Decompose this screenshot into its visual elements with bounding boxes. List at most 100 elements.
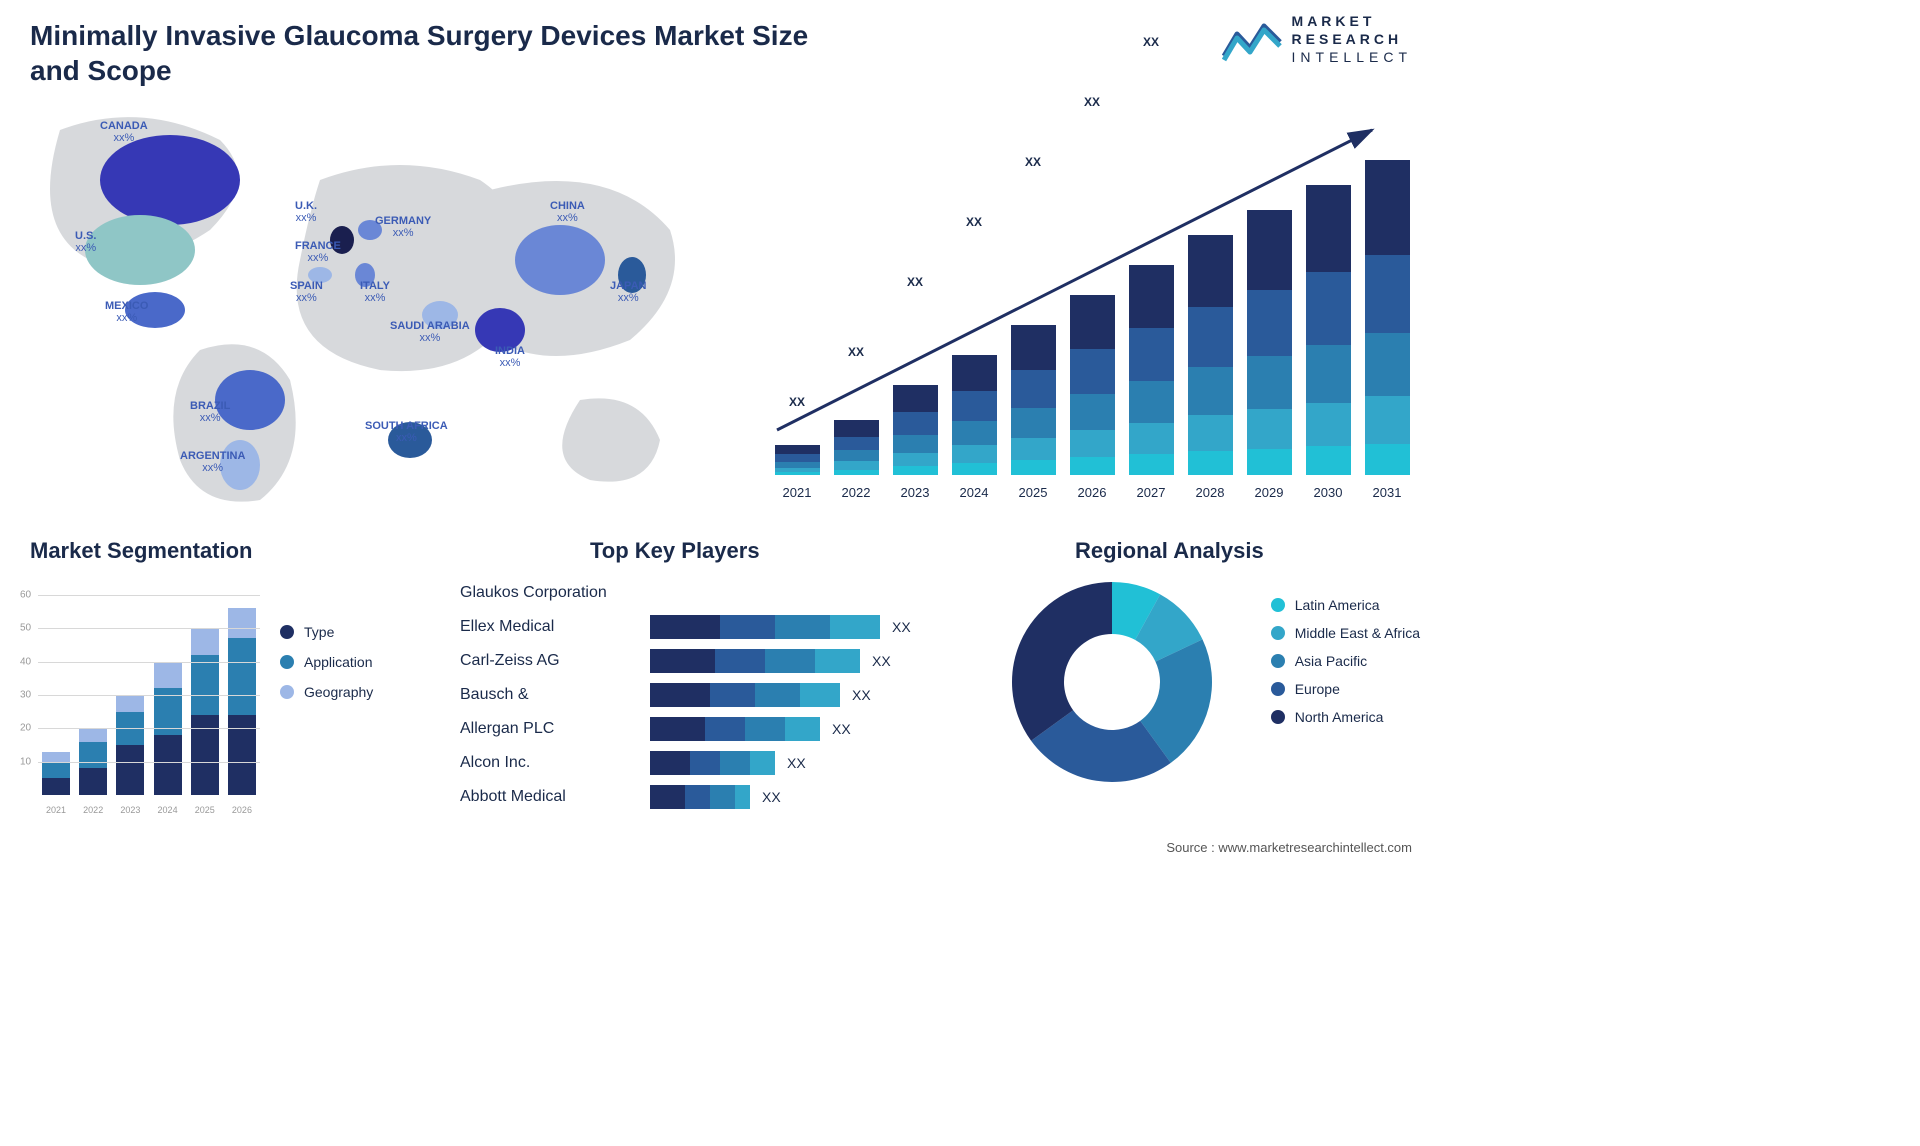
brand-logo: MARKET RESEARCH INTELLECT <box>1222 12 1412 67</box>
logo-icon <box>1222 16 1282 62</box>
player-row: Allergan PLCXX <box>460 713 960 745</box>
x-axis-year: 2024 <box>949 485 999 500</box>
bar-column: XX <box>890 385 940 475</box>
player-bar <box>650 615 880 639</box>
map-label: FRANCExx% <box>295 240 341 264</box>
player-name: Carl-Zeiss AG <box>460 652 650 670</box>
map-label: GERMANYxx% <box>375 215 431 239</box>
player-row: Ellex Medical XX <box>460 611 960 643</box>
regional-donut-chart <box>1002 572 1222 792</box>
legend-item: Type <box>280 624 373 640</box>
segmentation-heading: Market Segmentation <box>30 538 253 564</box>
seg-x-label: 2024 <box>154 805 182 815</box>
player-value: XX <box>832 721 851 737</box>
player-row: Bausch & XX <box>460 679 960 711</box>
player-bar <box>650 649 860 673</box>
segmentation-legend: TypeApplicationGeography <box>280 610 373 714</box>
map-label: BRAZILxx% <box>190 400 230 424</box>
y-axis-tick: 10 <box>20 756 31 767</box>
player-row: Glaukos Corporation <box>460 577 960 609</box>
player-bar <box>650 751 775 775</box>
x-axis-year: 2023 <box>890 485 940 500</box>
page-title: Minimally Invasive Glaucoma Surgery Devi… <box>30 18 830 88</box>
map-label: INDIAxx% <box>495 345 525 369</box>
map-label: ITALYxx% <box>360 280 390 304</box>
bar-value-label: XX <box>907 275 923 289</box>
player-name: Glaukos Corporation <box>460 584 650 602</box>
logo-line3: INTELLECT <box>1292 48 1412 66</box>
logo-line1: MARKET <box>1292 12 1412 30</box>
x-axis-year: 2029 <box>1244 485 1294 500</box>
player-value: XX <box>892 619 911 635</box>
seg-bar <box>228 608 256 795</box>
region-legend-item: North America <box>1271 709 1420 725</box>
seg-x-label: 2022 <box>79 805 107 815</box>
region-legend-item: Asia Pacific <box>1271 653 1420 669</box>
bar-column: XX <box>949 355 999 475</box>
x-axis-year: 2022 <box>831 485 881 500</box>
player-value: XX <box>787 755 806 771</box>
player-bar <box>650 785 750 809</box>
y-axis-tick: 60 <box>20 590 31 601</box>
players-heading: Top Key Players <box>590 538 760 564</box>
player-name: Alcon Inc. <box>460 754 650 772</box>
bar-value-label: XX <box>966 215 982 229</box>
bar-column: XX <box>1303 185 1353 475</box>
seg-x-label: 2025 <box>191 805 219 815</box>
forecast-bar-chart: XXXXXXXXXXXXXXXXXXXXXX 20212022202320242… <box>772 110 1412 500</box>
player-value: XX <box>852 687 871 703</box>
regional-legend: Latin America Middle East & Africa Asia Pa… <box>1271 585 1420 737</box>
seg-x-label: 2023 <box>116 805 144 815</box>
player-value: XX <box>872 653 891 669</box>
bar-column: XX <box>1067 295 1117 475</box>
player-row: Carl-Zeiss AG XX <box>460 645 960 677</box>
bar-column: XX <box>1244 210 1294 475</box>
logo-line2: RESEARCH <box>1292 30 1412 48</box>
region-legend-item: Europe <box>1271 681 1420 697</box>
map-label: U.S.xx% <box>75 230 96 254</box>
segmentation-bar-chart: 202120222023202420252026 102030405060 <box>20 575 260 815</box>
map-label: CANADAxx% <box>100 120 148 144</box>
player-name: Abbott Medical <box>460 788 650 806</box>
map-label: U.K.xx% <box>295 200 317 224</box>
player-name: Ellex Medical <box>460 618 650 636</box>
map-label: SPAINxx% <box>290 280 323 304</box>
player-name: Bausch & <box>460 686 650 704</box>
map-label: CHINAxx% <box>550 200 585 224</box>
y-axis-tick: 20 <box>20 723 31 734</box>
bar-column: XX <box>831 420 881 475</box>
legend-item: Application <box>280 654 373 670</box>
player-value: XX <box>762 789 781 805</box>
bar-column: XX <box>1362 160 1412 475</box>
bar-value-label: XX <box>1025 155 1041 169</box>
region-legend-item: Latin America <box>1271 597 1420 613</box>
seg-x-label: 2021 <box>42 805 70 815</box>
x-axis-year: 2027 <box>1126 485 1176 500</box>
region-legend-item: Middle East & Africa <box>1271 625 1420 641</box>
bar-value-label: XX <box>848 345 864 359</box>
bar-column: XX <box>1126 265 1176 475</box>
seg-x-label: 2026 <box>228 805 256 815</box>
map-label: MEXICOxx% <box>105 300 148 324</box>
source-text: Source : www.marketresearchintellect.com <box>1166 840 1412 855</box>
x-axis-year: 2021 <box>772 485 822 500</box>
key-players-chart: Glaukos CorporationEllex MedicalXXCarl-Z… <box>460 575 960 825</box>
bar-value-label: XX <box>789 395 805 409</box>
map-label: SOUTH AFRICAxx% <box>365 420 448 444</box>
x-axis-year: 2028 <box>1185 485 1235 500</box>
player-row: Alcon Inc. XX <box>460 747 960 779</box>
bar-column: XX <box>1008 325 1058 475</box>
seg-bar <box>42 752 70 795</box>
map-label: JAPANxx% <box>610 280 646 304</box>
y-axis-tick: 40 <box>20 656 31 667</box>
seg-bar <box>116 695 144 795</box>
bar-value-label: XX <box>1084 95 1100 109</box>
x-axis-year: 2031 <box>1362 485 1412 500</box>
x-axis-year: 2025 <box>1008 485 1058 500</box>
x-axis-year: 2026 <box>1067 485 1117 500</box>
map-label: SAUDI ARABIAxx% <box>390 320 470 344</box>
player-row: Abbott Medical XX <box>460 781 960 813</box>
seg-bar <box>191 628 219 795</box>
x-axis-year: 2030 <box>1303 485 1353 500</box>
bar-column: XX <box>1185 235 1235 475</box>
